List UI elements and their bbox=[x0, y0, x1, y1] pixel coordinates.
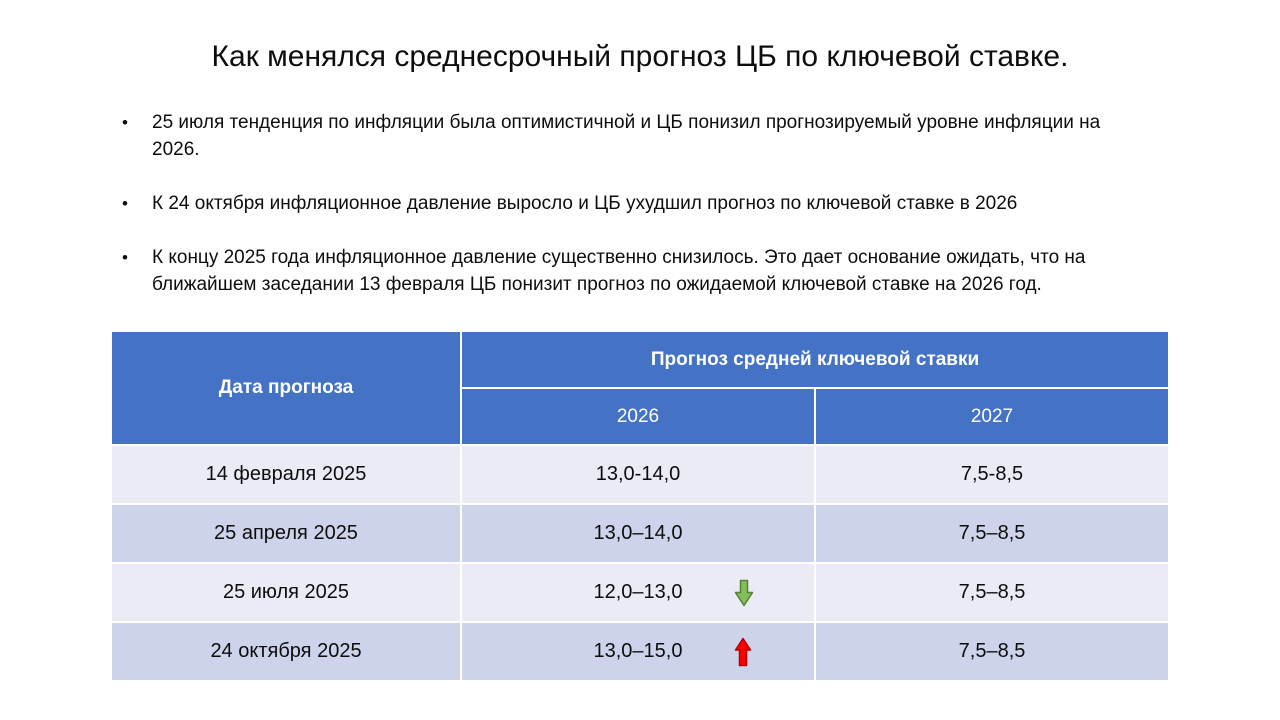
forecast-table: Дата прогноза Прогноз средней ключевой с… bbox=[110, 330, 1171, 682]
col-header-2026: 2026 bbox=[460, 387, 816, 446]
table-row: 25 июля 2025 12,0–13,0 7,5–8,5 bbox=[110, 562, 1171, 623]
bullet-text: К концу 2025 года инфляционное давление … bbox=[152, 246, 1086, 295]
cell-2026-value: 13,0–15,0 bbox=[593, 640, 683, 662]
bullet-item: • К 24 октября инфляционное давление выр… bbox=[122, 191, 1148, 218]
bullet-marker: • bbox=[122, 193, 128, 213]
arrow-up-icon bbox=[734, 637, 752, 667]
page-title: Как менялся среднесрочный прогноз ЦБ по … bbox=[211, 40, 1069, 73]
arrow-down-icon bbox=[734, 579, 754, 607]
bullet-text: К 24 октября инфляционное давление вырос… bbox=[152, 192, 1018, 214]
col-header-2027: 2027 bbox=[813, 387, 1171, 446]
bullet-list: • 25 июля тенденция по инфляции была опт… bbox=[122, 110, 1148, 326]
cell-2027: 7,5–8,5 bbox=[813, 562, 1171, 623]
bullet-marker: • bbox=[122, 113, 128, 132]
cell-2026: 13,0–15,0 bbox=[460, 621, 816, 682]
header-row-years: 2026 2027 bbox=[111, 387, 1171, 446]
bullet-text: 25 июля тенденция по инфляции была оптим… bbox=[152, 112, 1101, 160]
cell-date: 24 октября 2025 bbox=[110, 621, 462, 682]
bullet-marker: • bbox=[122, 247, 128, 267]
table-row: 14 февраля 2025 13,0-14,0 7,5-8,5 bbox=[110, 444, 1171, 505]
cell-2026-value: 12,0–13,0 bbox=[593, 581, 683, 603]
table-row: 24 октября 2025 13,0–15,0 7,5–8,5 bbox=[110, 621, 1171, 682]
col-header-date: Дата прогноза bbox=[110, 330, 462, 446]
header-row-group: Дата прогноза Прогноз средней ключевой с… bbox=[110, 330, 1171, 446]
bullet-item: • К концу 2025 года инфляционное давлени… bbox=[122, 245, 1148, 299]
cell-2027: 7,5-8,5 bbox=[813, 444, 1171, 505]
cell-date: 25 июля 2025 bbox=[110, 562, 462, 623]
cell-2026: 13,0-14,0 bbox=[460, 444, 816, 505]
cell-date: 14 февраля 2025 bbox=[110, 444, 462, 505]
cell-2026: 13,0–14,0 bbox=[460, 503, 816, 564]
cell-2027: 7,5–8,5 bbox=[813, 503, 1171, 564]
table-row: 25 апреля 2025 13,0–14,0 7,5–8,5 bbox=[110, 503, 1171, 564]
col-header-forecast-group: Прогноз средней ключевой ставки bbox=[459, 330, 1171, 389]
bullet-item: • 25 июля тенденция по инфляции была опт… bbox=[122, 110, 1148, 164]
cell-2027: 7,5–8,5 bbox=[813, 621, 1171, 682]
cell-2026: 12,0–13,0 bbox=[460, 562, 816, 623]
cell-date: 25 апреля 2025 bbox=[110, 503, 462, 564]
